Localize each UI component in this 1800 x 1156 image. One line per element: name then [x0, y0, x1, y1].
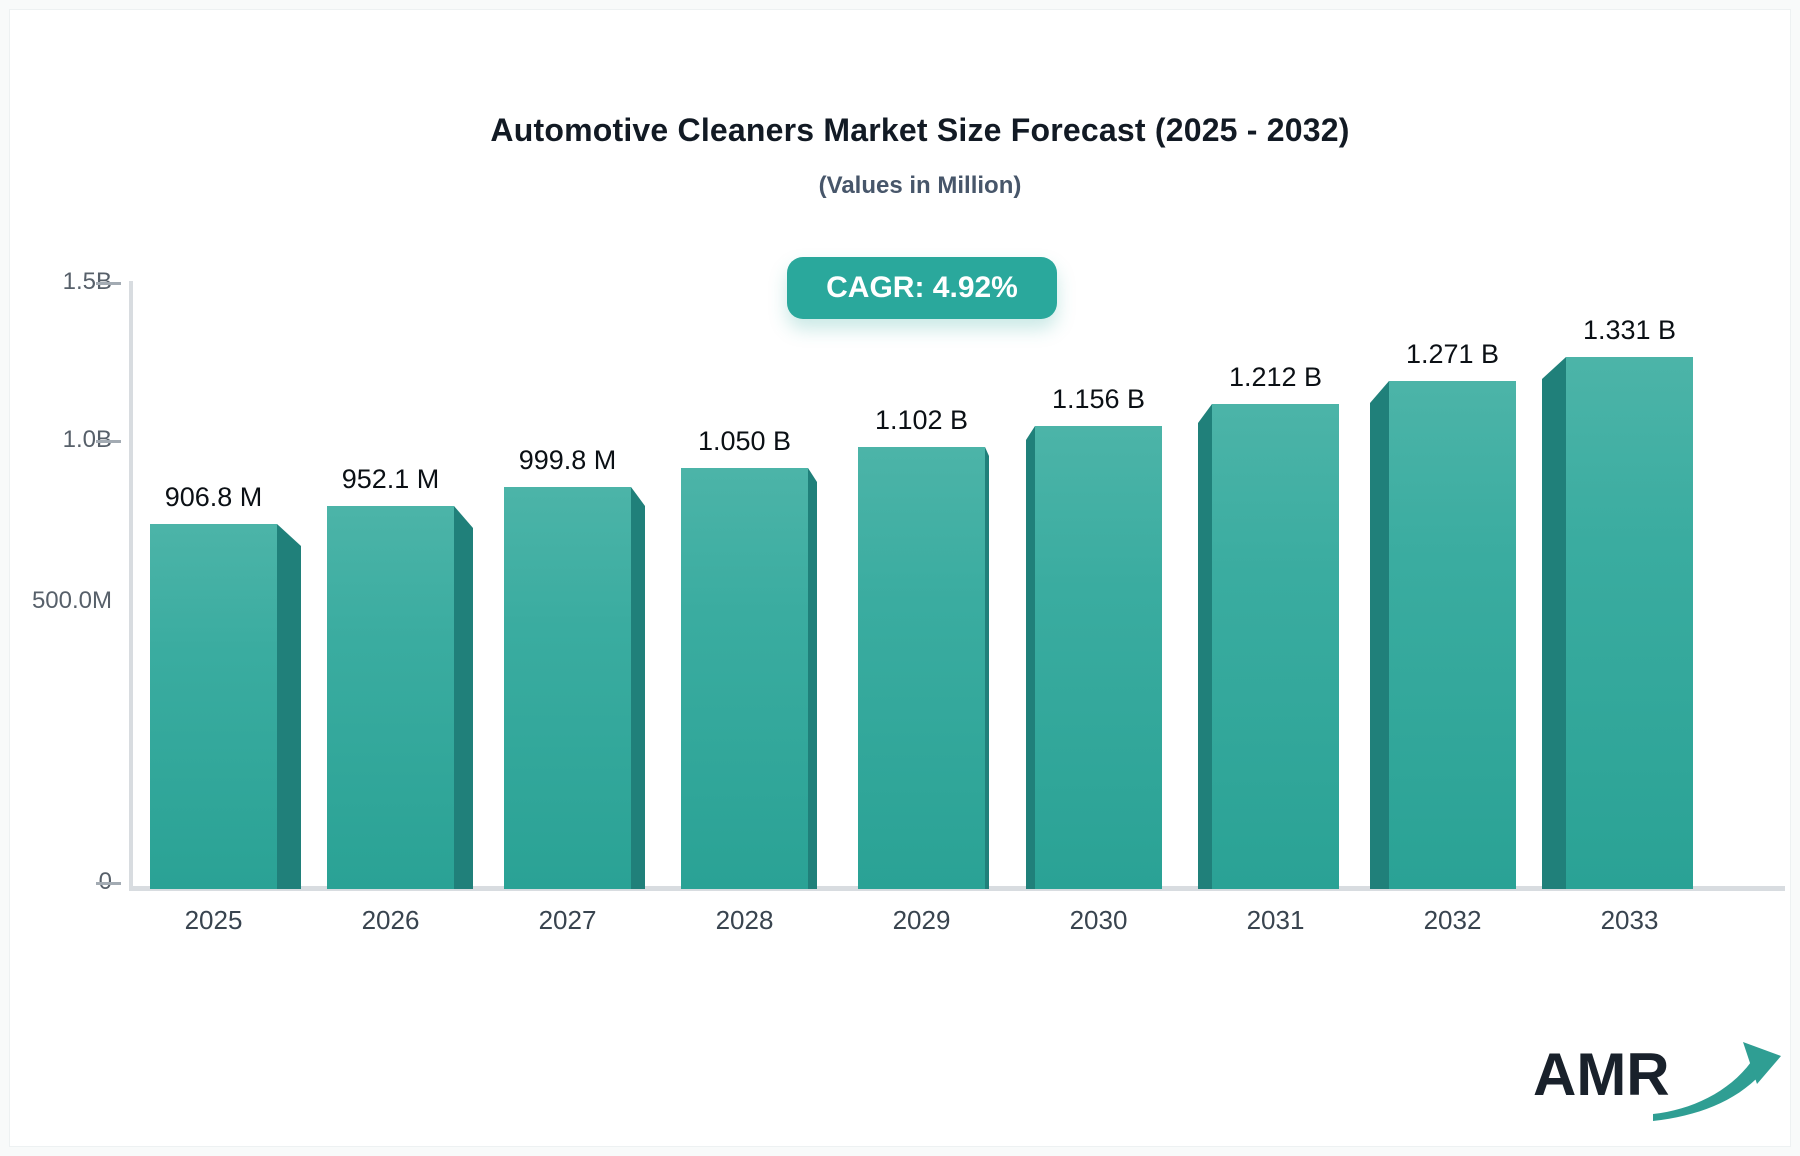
bar-2027	[504, 487, 631, 889]
x-axis-label: 2030	[1069, 905, 1128, 935]
bar-value-label: 906.8 M	[164, 482, 263, 512]
x-axis-label: 2025	[184, 905, 243, 935]
y-axis-tick	[96, 440, 121, 443]
bar-side-2029	[985, 447, 989, 889]
bar-2029	[858, 447, 985, 889]
bar-value-label: 1.102 B	[874, 405, 969, 435]
bar-side-2032	[1370, 381, 1389, 889]
bar-side-2025	[277, 524, 301, 889]
y-axis-tick	[96, 282, 121, 285]
bar-2033	[1566, 357, 1693, 889]
bar-value-label: 1.212 B	[1228, 362, 1323, 392]
bar-2026	[327, 506, 454, 889]
bar-2028	[681, 468, 808, 889]
bar-side-2031	[1198, 404, 1212, 889]
growth-arrow-icon	[1653, 1042, 1781, 1121]
x-axis-label: 2029	[892, 905, 951, 935]
chart-title: Automotive Cleaners Market Size Forecast…	[490, 112, 1350, 148]
bar-value-label: 952.1 M	[341, 464, 440, 494]
bar-2025	[150, 524, 277, 889]
amr-logo: AMR	[1515, 1028, 1795, 1138]
y-axis-label: 1.0B	[62, 426, 112, 453]
y-axis-tick	[96, 882, 121, 885]
amr-logo-text: AMR	[1533, 1041, 1670, 1108]
bar-2032	[1389, 381, 1516, 889]
bar-side-2027	[631, 487, 645, 889]
x-axis-label: 2027	[538, 905, 597, 935]
bar-side-2026	[454, 506, 473, 889]
bar-value-label: 1.331 B	[1582, 315, 1677, 345]
cagr-badge: CAGR: 4.92%	[787, 257, 1057, 319]
y-axis-label: 1.5B	[62, 268, 112, 295]
x-axis-label: 2032	[1423, 905, 1482, 935]
bar-value-label: 1.050 B	[697, 426, 792, 456]
y-axis-line	[129, 281, 133, 889]
bar-2030	[1035, 426, 1162, 889]
bar-side-2030	[1026, 426, 1035, 889]
bar-side-2033	[1542, 357, 1566, 889]
x-axis-label: 2031	[1246, 905, 1305, 935]
bar-side-2028	[808, 468, 817, 889]
bar-value-label: 1.156 B	[1051, 384, 1146, 414]
x-axis-label: 2026	[361, 905, 420, 935]
x-axis-label: 2033	[1600, 905, 1659, 935]
bar-value-label: 999.8 M	[518, 445, 617, 475]
bar-value-label: 1.271 B	[1405, 339, 1500, 369]
y-axis-label: 0	[0, 868, 112, 896]
chart-subtitle: (Values in Million)	[818, 172, 1022, 199]
y-axis-label: 500.0M	[31, 587, 112, 614]
x-axis-label: 2028	[715, 905, 774, 935]
bar-2031	[1212, 404, 1339, 889]
